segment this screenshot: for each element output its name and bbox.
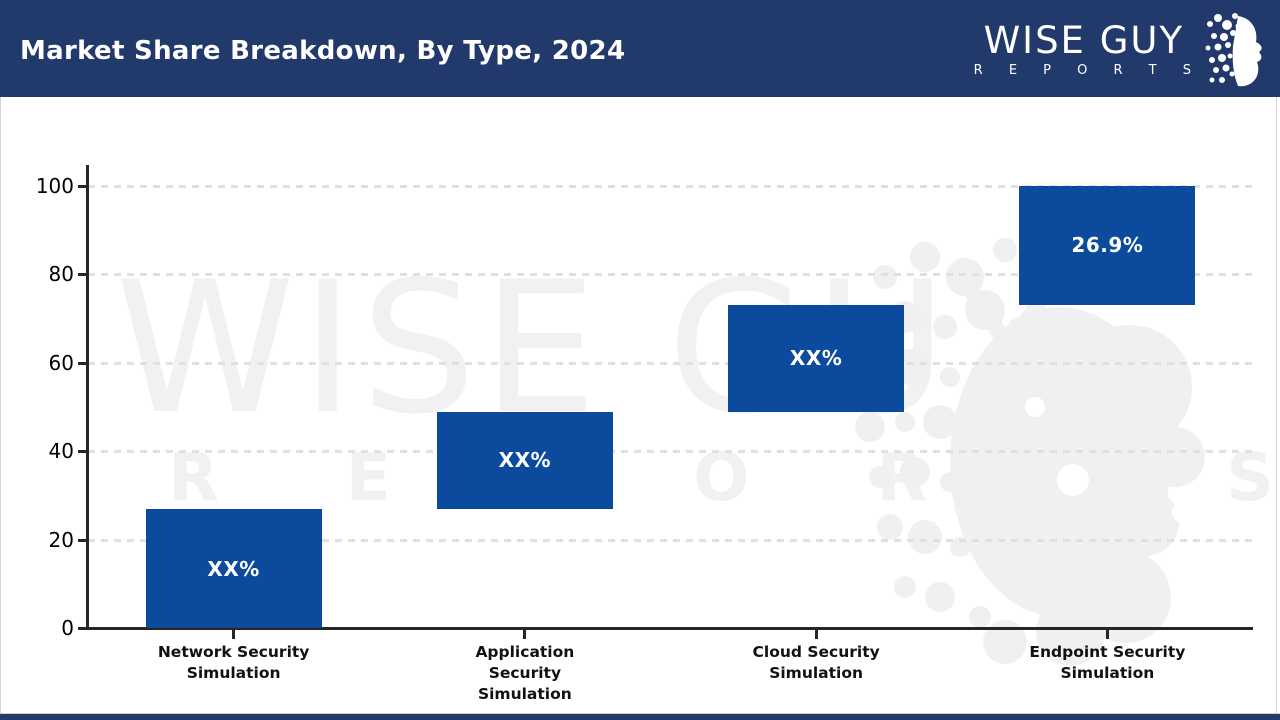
ytick-mark-100: [78, 185, 86, 188]
ytick-label-80: 80: [48, 262, 74, 287]
ytick-label-0: 0: [61, 616, 74, 640]
gridline-y100: [88, 185, 1253, 188]
ytick-mark-0: [78, 627, 86, 630]
x-axis-line: [86, 627, 1253, 630]
category-label-2: Cloud Security Simulation: [752, 643, 880, 682]
logo-reports-label: R E P O R T S: [973, 62, 1202, 78]
bar-segment-1: XX%: [436, 411, 613, 510]
figure-border-left: [0, 97, 1, 714]
xtick-mark-3: [1105, 630, 1109, 639]
gridline-y80: [88, 273, 1253, 277]
bar-segment-0: XX%: [145, 509, 322, 628]
gridline-y60: [88, 361, 1253, 365]
xtick-mark-2: [814, 630, 818, 639]
ytick-label-20: 20: [48, 527, 74, 552]
wiseguy-head-logo-icon: [1205, 13, 1262, 87]
footer-bar: [0, 714, 1280, 720]
category-label-0: Network Security Simulation: [157, 643, 310, 682]
ytick-label-60: 60: [48, 350, 74, 375]
ytick-mark-80: [78, 273, 86, 277]
page-title: Market Share Breakdown, By Type, 2024: [20, 36, 626, 66]
ytick-mark-20: [78, 538, 86, 542]
ytick-label-40: 40: [48, 439, 74, 464]
bar-value-label: XX%: [789, 346, 843, 371]
logo-wordmark: WISE GUY: [983, 19, 1185, 62]
y-axis-spine: [86, 165, 89, 630]
gridline-y40: [88, 450, 1253, 454]
bar-segment-3: 26.9%: [1019, 186, 1196, 305]
category-label-1: Application Security Simulation: [475, 643, 575, 703]
bar-value-label: XX%: [207, 556, 260, 581]
ytick-mark-40: [78, 450, 86, 454]
category-label-3: Endpoint Security Simulation: [1029, 643, 1186, 682]
logo-text: WISE GUY R E P O R T S: [966, 19, 1202, 78]
bar-value-label: XX%: [498, 448, 552, 473]
bar-value-label: 26.9%: [1071, 233, 1144, 258]
bar-segment-2: XX%: [728, 304, 905, 412]
header-bar: Market Share Breakdown, By Type, 2024 WI…: [0, 0, 1280, 97]
xtick-mark-1: [523, 630, 527, 639]
wiseguy-logo: WISE GUY R E P O R T S: [974, 8, 1266, 92]
gridline-y20: [88, 538, 1253, 542]
xtick-mark-0: [232, 630, 236, 639]
ytick-label-100: 100: [35, 174, 74, 198]
figure-border-right: [1276, 97, 1277, 714]
ytick-mark-60: [78, 361, 86, 365]
figure-border-bottom: [0, 713, 1280, 714]
